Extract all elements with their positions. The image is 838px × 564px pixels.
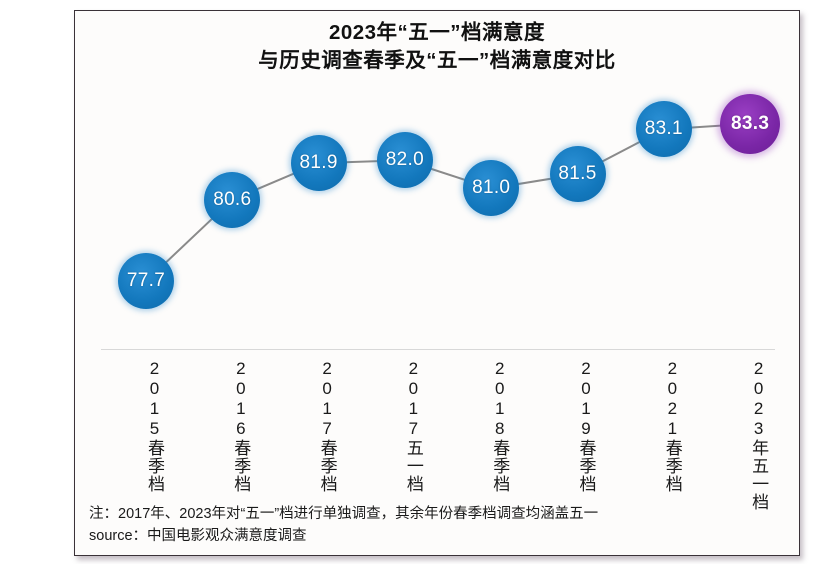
data-point-bubble: 81.9 [290, 135, 347, 192]
x-axis-line [101, 349, 775, 350]
chart-title-line-2: 与历史调查春季及“五一”档满意度对比 [258, 49, 616, 72]
x-axis-label: 2016春季档 [231, 359, 251, 493]
data-point-bubble: 83.3 [720, 93, 781, 154]
chart-title: 2023年“五一”档满意度 与历史调查春季及“五一”档满意度对比 [75, 19, 799, 75]
x-axis-label: 2017五一档 [403, 359, 423, 493]
x-axis-label: 2023年五一档 [749, 359, 769, 511]
data-point-bubble: 81.5 [549, 146, 606, 203]
data-point-bubble: 83.1 [635, 101, 692, 158]
data-point-bubble: 82.0 [376, 132, 433, 189]
x-axis-label: 2018春季档 [490, 359, 510, 493]
connector-lines [145, 122, 751, 283]
footnote-source: source：中国电影观众满意度调查 [89, 528, 307, 544]
x-axis-label: 2019春季档 [576, 359, 596, 493]
plot-area: 77.7 80.6 81.9 82.0 81.0 81.5 83.1 83.3 [75, 11, 799, 555]
footnote-block: 注：2017年、2023年对“五一”档进行单独调查，其余年份春季档调查均涵盖五一… [89, 503, 789, 547]
x-axis-label: 2017春季档 [317, 359, 337, 493]
data-point-bubble: 77.7 [118, 253, 174, 310]
data-point-bubble: 80.6 [204, 171, 261, 228]
data-point-bubble: 81.0 [463, 160, 520, 217]
x-axis-label: 2015春季档 [145, 359, 164, 493]
chart-title-line-1: 2023年“五一”档满意度 [328, 21, 546, 44]
x-axis-label: 2021春季档 [662, 359, 682, 493]
chart-card: 2023年“五一”档满意度 与历史调查春季及“五一”档满意度对比 77.7 80.… [74, 10, 800, 556]
footnote-note: 注：2017年、2023年对“五一”档进行单独调查，其余年份春季档调查均涵盖五一 [89, 506, 599, 522]
